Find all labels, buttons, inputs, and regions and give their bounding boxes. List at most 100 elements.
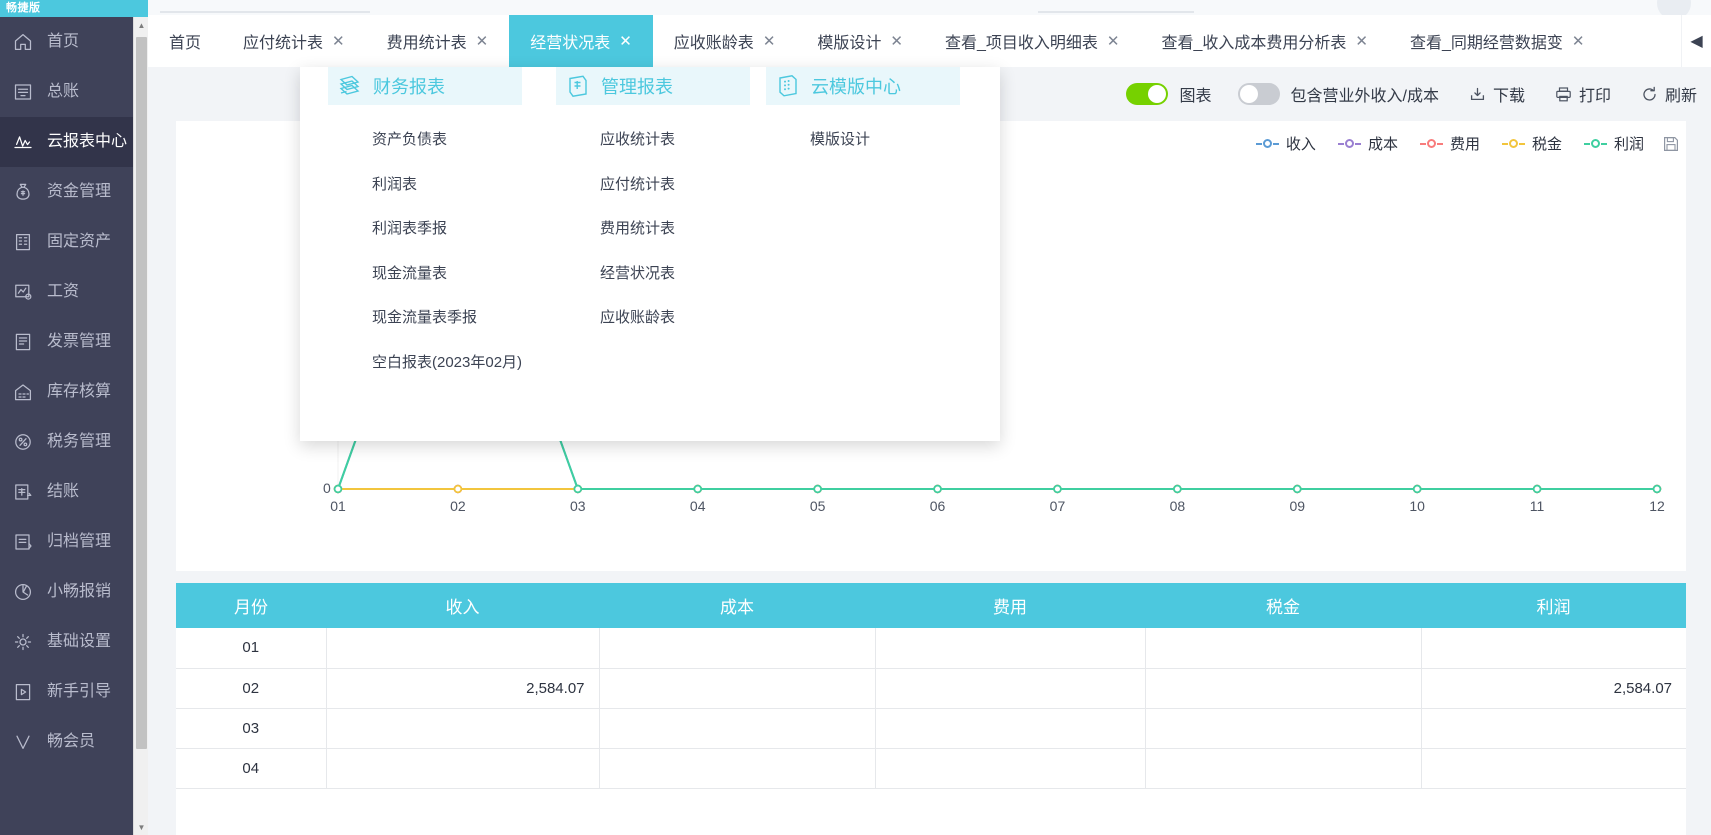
table-row[interactable]: 01 xyxy=(176,628,1686,669)
tab-label: 费用统计表 xyxy=(386,35,467,52)
refresh-button[interactable]: 刷新 xyxy=(1641,82,1697,106)
tab-close-icon[interactable]: ✕ xyxy=(1355,33,1368,50)
sidebar-item-2[interactable]: 云报表中心 xyxy=(0,117,148,167)
table-cell-income: 2,584.07 xyxy=(326,668,600,709)
nonoperating-toggle-label: 包含营业外收入/成本 xyxy=(1290,88,1439,105)
sidebar-item-label: 库存核算 xyxy=(47,383,112,400)
tab-close-icon[interactable]: ✕ xyxy=(1571,33,1585,50)
main-area: 首页 应付统计表 ✕ 费用统计表 ✕ 经营状况表 ✕ 应收账龄表 ✕ 模版设计 ✕ 查看_项目收入明细… xyxy=(148,0,1711,835)
scroll-up-icon[interactable]: ▲ xyxy=(134,17,148,33)
table-row[interactable]: 03 xyxy=(176,708,1686,749)
tab-close-icon[interactable]: ✕ xyxy=(332,33,345,50)
menu-item[interactable]: 费用统计表 xyxy=(600,220,676,237)
x-axis-tick-label: 05 xyxy=(809,498,826,514)
chart-toggle[interactable] xyxy=(1126,83,1169,105)
menu-category-1[interactable]: 管理报表 xyxy=(556,67,750,105)
tab-label: 经营状况表 xyxy=(530,35,611,52)
sidebar-item-12[interactable]: 基础设置 xyxy=(0,617,148,667)
menu-item[interactable]: 资产负债表 xyxy=(372,131,448,148)
save-icon[interactable] xyxy=(1662,135,1680,153)
sidebar-item-13[interactable]: 新手引导 xyxy=(0,667,148,717)
tab-4[interactable]: 应收账龄表 ✕ xyxy=(653,15,797,67)
menu-item[interactable]: 现金流量表季报 xyxy=(372,309,478,326)
tab-label: 查看_收入成本费用分析表 xyxy=(1161,35,1347,52)
sidebar-item-11[interactable]: 小畅报销 xyxy=(0,567,148,617)
legend-item-3[interactable]: 税金 xyxy=(1501,133,1562,154)
invoice-icon xyxy=(10,330,36,354)
sidebar-scrollbar[interactable]: ▲ ▼ xyxy=(133,17,148,835)
table-cell-expense xyxy=(875,748,1146,789)
table-cell-month: 01 xyxy=(176,628,327,669)
menu-item[interactable]: 模版设计 xyxy=(810,131,871,148)
nonoperating-toggle[interactable] xyxy=(1237,83,1280,105)
tab-close-icon[interactable]: ✕ xyxy=(619,33,632,50)
gear-icon xyxy=(10,630,36,654)
menu-item[interactable]: 经营状况表 xyxy=(600,264,676,282)
menu-category-2[interactable]: 云模版中心 xyxy=(766,67,960,105)
menu-category-0[interactable]: 财务报表 xyxy=(328,67,522,105)
legend-label: 利润 xyxy=(1613,136,1644,153)
table-cell-cost xyxy=(599,628,876,669)
window-top-strip xyxy=(148,0,1711,20)
legend-label: 成本 xyxy=(1367,136,1398,153)
legend-item-0[interactable]: 收入 xyxy=(1255,133,1316,154)
legend-label: 税金 xyxy=(1531,136,1562,153)
download-button[interactable]: 下载 xyxy=(1469,82,1525,106)
sidebar-item-4[interactable]: 固定资产 xyxy=(0,217,148,267)
menu-item[interactable]: 应收统计表 xyxy=(600,131,676,148)
tab-2[interactable]: 费用统计表 ✕ xyxy=(366,15,510,67)
legend-item-2[interactable]: 费用 xyxy=(1419,133,1480,154)
tab-label: 查看_同期经营数据变 xyxy=(1409,35,1563,52)
sidebar-item-14[interactable]: 畅会员 xyxy=(0,717,148,767)
menu-item[interactable]: 利润表季报 xyxy=(372,220,448,237)
scroll-down-icon[interactable]: ▼ xyxy=(134,819,148,835)
tab-7[interactable]: 查看_收入成本费用分析表 ✕ xyxy=(1140,15,1388,67)
tab-5[interactable]: 模版设计 ✕ xyxy=(796,15,924,67)
sidebar-scroll-thumb[interactable] xyxy=(136,37,147,749)
tab-scroll-left-button[interactable]: ◀ xyxy=(1681,15,1711,67)
tab-close-icon[interactable]: ✕ xyxy=(890,33,903,50)
refresh-icon xyxy=(1641,86,1658,103)
menu-item-list-0: 资产负债表利润表利润表季报现金流量表现金流量表季报空白报表(2023年02月) xyxy=(328,118,528,385)
sidebar: 畅捷版 首页 总账 云报表中心 资金管理 固定资产 工资 发票管理 库存核算 税务管理 结账 归档管… xyxy=(0,0,148,835)
menu-item[interactable]: 应收账龄表 xyxy=(600,309,676,326)
menu-item[interactable]: 利润表 xyxy=(372,175,418,193)
x-axis-tick-label: 11 xyxy=(1529,498,1545,514)
chart-toggle-knob xyxy=(1148,85,1167,103)
print-label: 打印 xyxy=(1578,88,1611,105)
tab-1[interactable]: 应付统计表 ✕ xyxy=(222,15,366,67)
sidebar-item-8[interactable]: 税务管理 xyxy=(0,417,148,467)
print-button[interactable]: 打印 xyxy=(1555,82,1611,106)
table-row[interactable]: 04 xyxy=(176,748,1686,789)
tab-close-icon[interactable]: ✕ xyxy=(475,33,489,50)
download-label: 下载 xyxy=(1492,88,1525,105)
sidebar-item-10[interactable]: 归档管理 xyxy=(0,517,148,567)
table-row[interactable]: 02 2,584.07 2,584.07 xyxy=(176,668,1686,709)
y-axis-zero-label: 0 xyxy=(323,480,331,496)
sidebar-item-label: 税务管理 xyxy=(47,433,112,450)
tab-3[interactable]: 经营状况表 ✕ xyxy=(509,15,653,67)
sidebar-item-0[interactable]: 首页 xyxy=(0,17,148,67)
menu-item[interactable]: 现金流量表 xyxy=(372,264,448,282)
sidebar-item-3[interactable]: 资金管理 xyxy=(0,167,148,217)
legend-item-1[interactable]: 成本 xyxy=(1337,133,1398,154)
tab-6[interactable]: 查看_项目收入明细表 ✕ xyxy=(924,15,1140,67)
sidebar-item-label: 小畅报销 xyxy=(47,583,112,600)
menu-item[interactable]: 空白报表(2023年02月) xyxy=(372,353,523,371)
tab-close-icon[interactable]: ✕ xyxy=(762,33,776,50)
tab-close-icon[interactable]: ✕ xyxy=(1106,33,1120,50)
sidebar-item-9[interactable]: 结账 xyxy=(0,467,148,517)
menu-item[interactable]: 应付统计表 xyxy=(600,175,676,193)
table-header-cell-2: 成本 xyxy=(599,583,875,628)
sidebar-item-5[interactable]: 工资 xyxy=(0,267,148,317)
tab-0[interactable]: 首页 xyxy=(148,15,222,67)
legend-item-4[interactable]: 利润 xyxy=(1583,133,1644,154)
menu-item-list-1: 应收统计表应付统计表费用统计表经营状况表应收账龄表 xyxy=(556,118,756,341)
sidebar-item-6[interactable]: 发票管理 xyxy=(0,317,148,367)
sidebar-item-1[interactable]: 总账 xyxy=(0,67,148,117)
table-cell-profit: 2,584.07 xyxy=(1421,668,1686,709)
tab-8[interactable]: 查看_同期经营数据变 ✕ xyxy=(1389,15,1605,67)
table-cell-month: 02 xyxy=(176,668,327,709)
sidebar-item-7[interactable]: 库存核算 xyxy=(0,367,148,417)
table-header-cell-5: 利润 xyxy=(1421,583,1686,628)
